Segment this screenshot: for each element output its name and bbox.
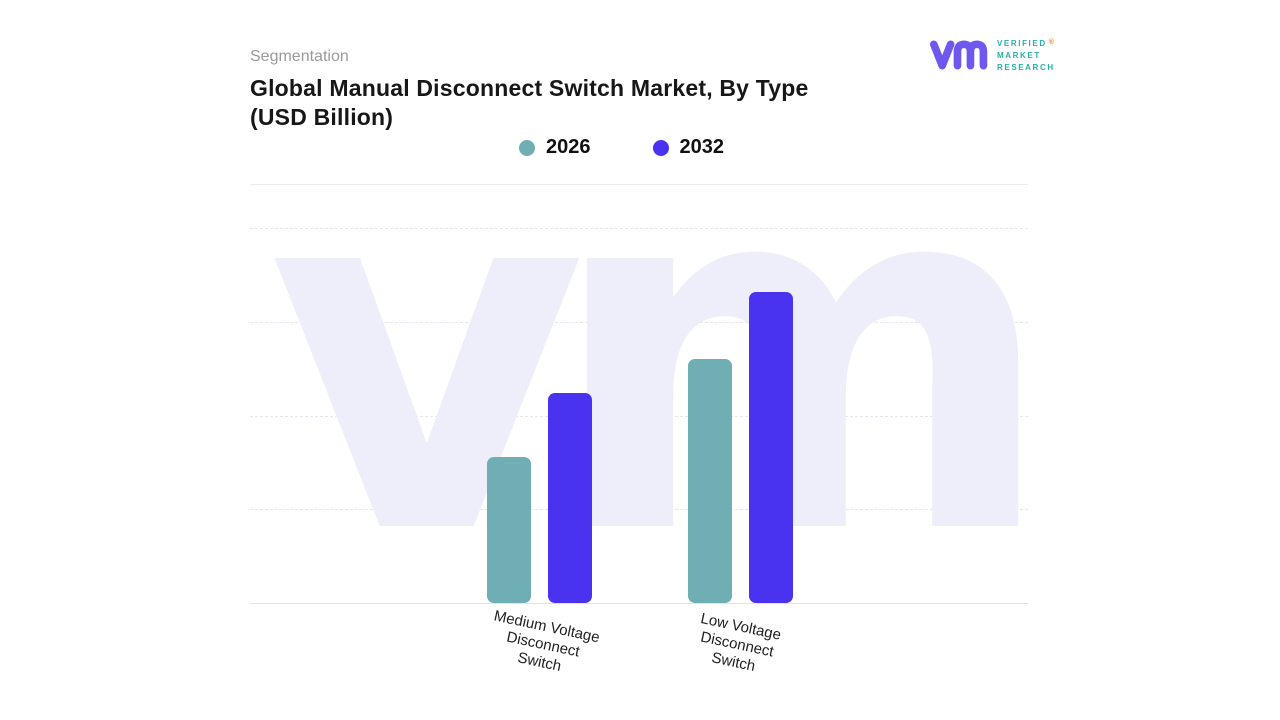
- vmr-wordmark: VERIFIED ® MARKET RESEARCH: [997, 39, 1055, 72]
- segmentation-label: Segmentation: [250, 48, 349, 65]
- chart-legend: 2026 2032: [250, 136, 1028, 159]
- vmr-monogram-icon: [930, 40, 988, 70]
- legend-label-2026: 2026: [546, 136, 591, 158]
- bar-2032-low-voltage: [749, 292, 793, 603]
- bar-2026-medium-voltage: [487, 457, 531, 603]
- legend-swatch-2032: [652, 139, 669, 156]
- legend-label-2032: 2032: [679, 136, 725, 158]
- gridline: [250, 321, 1028, 323]
- x-tick-label-medium-voltage: Medium Voltage Disconnect Switch: [474, 605, 612, 685]
- plot-area: vm: [250, 228, 1028, 604]
- vmr-logo: VERIFIED ® MARKET RESEARCH: [930, 38, 1055, 72]
- chart-title: Global Manual Disconnect Switch Market, …: [250, 74, 870, 132]
- gridline: [250, 509, 1028, 511]
- logo-word-market: MARKET: [997, 50, 1041, 60]
- legend-swatch-2026: [519, 139, 535, 156]
- chart-title-line2: (USD Billion): [250, 104, 394, 130]
- bar-2032-medium-voltage: [548, 393, 592, 603]
- bar-2026-low-voltage: [688, 359, 732, 603]
- gridline: [250, 415, 1028, 417]
- header-divider: [250, 184, 1028, 185]
- chart-title-line1: Global Manual Disconnect Switch Market, …: [250, 75, 809, 101]
- logo-word-research: RESEARCH: [997, 62, 1055, 72]
- legend-item-2026: 2026: [519, 136, 591, 159]
- svg-text:vm: vm: [267, 228, 1021, 603]
- x-tick-label-low-voltage: Low Voltage Disconnect Switch: [668, 605, 806, 685]
- gridline: [250, 228, 1028, 229]
- watermark-vm-icon: vm: [267, 228, 1028, 603]
- registered-mark: ®: [1048, 38, 1054, 46]
- logo-word-verified: VERIFIED: [997, 38, 1047, 48]
- legend-item-2032: 2032: [652, 136, 725, 159]
